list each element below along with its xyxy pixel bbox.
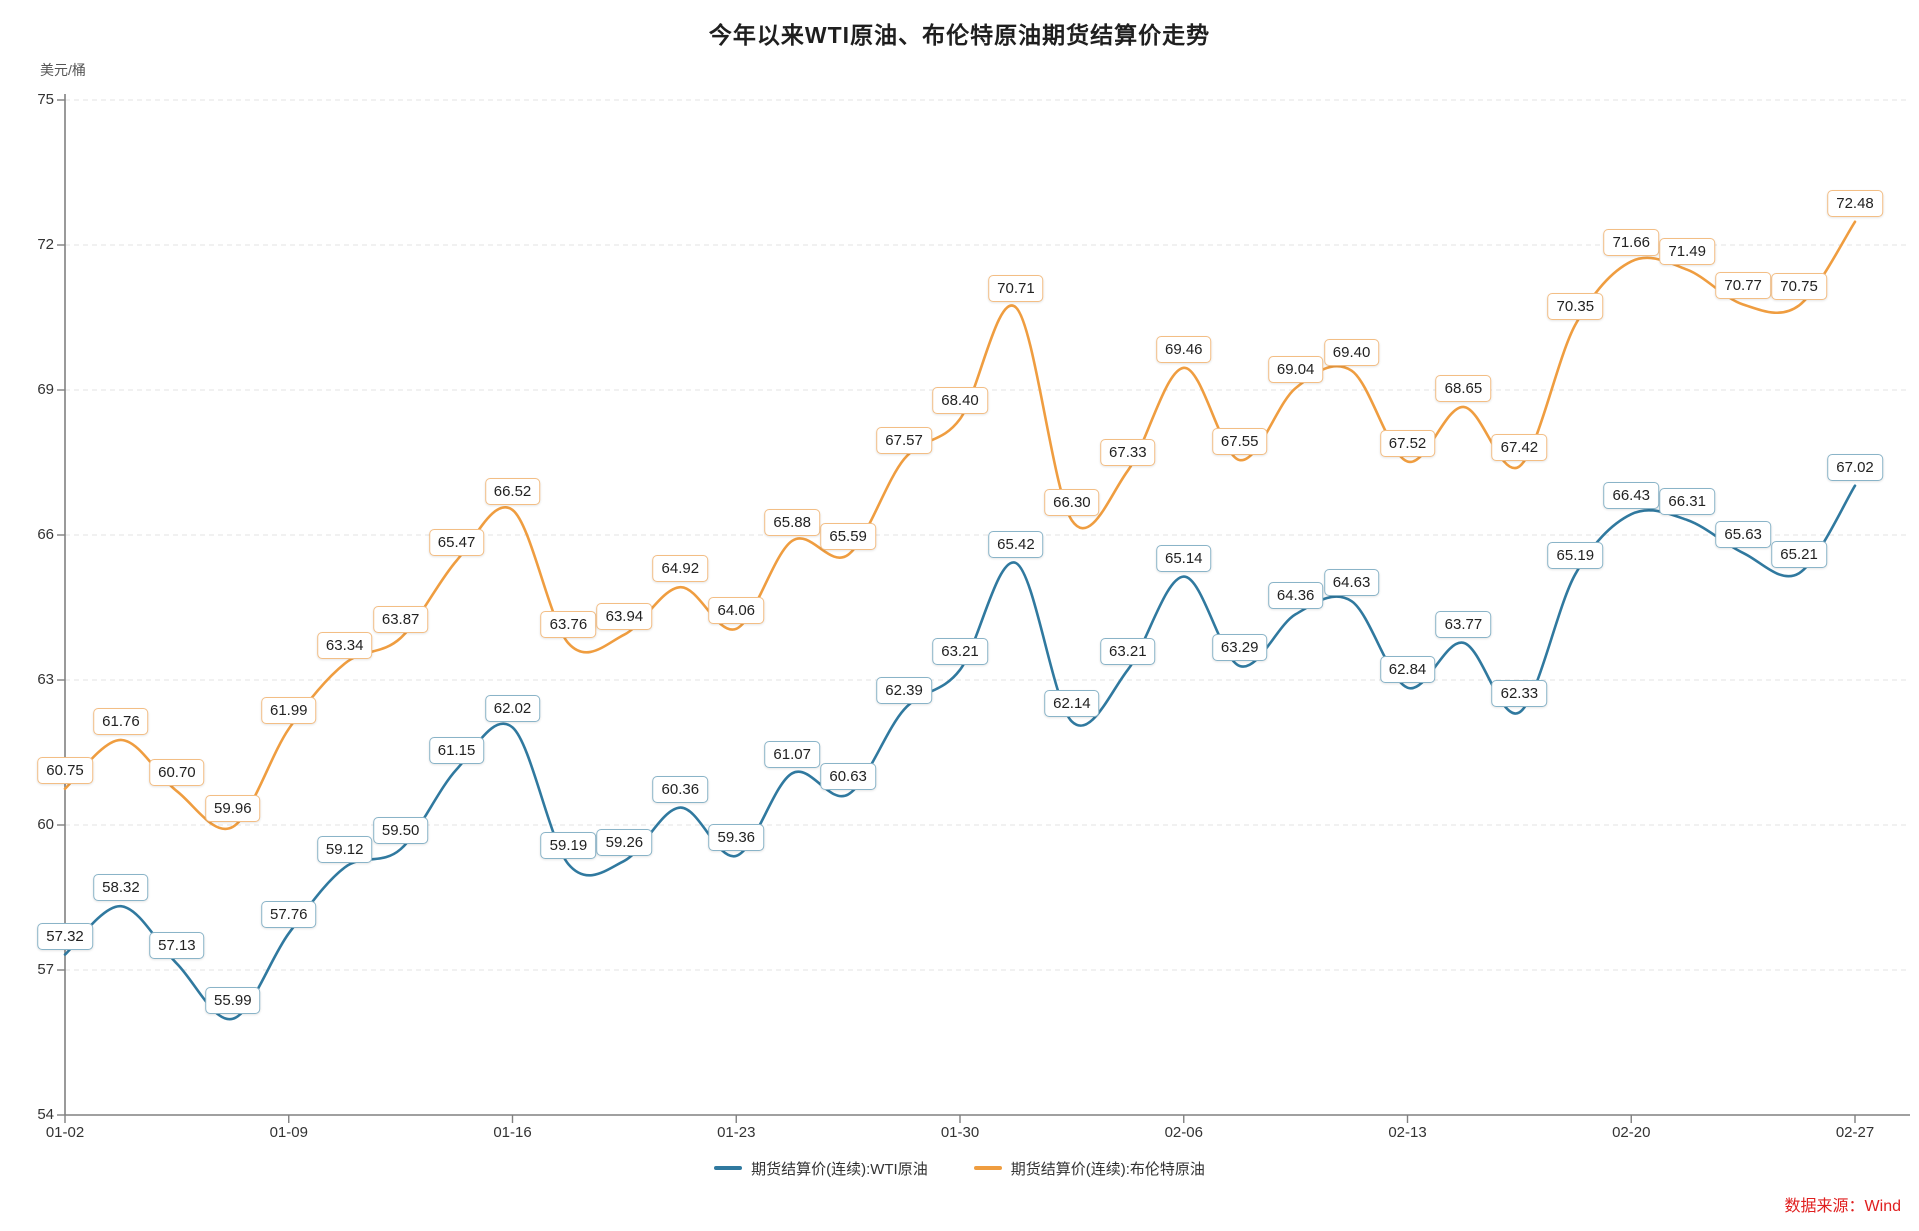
value-label-wti: 59.26 <box>596 828 653 856</box>
value-label-wti: 58.32 <box>93 874 149 902</box>
x-axis-tick-label: 01-30 <box>940 1124 980 1141</box>
legend-item-wti: 期货结算价(连续):WTI原油 <box>714 1158 928 1179</box>
value-label-wti: 59.36 <box>708 823 765 851</box>
value-label-brent: 69.40 <box>1323 338 1380 366</box>
value-label-brent: 67.33 <box>1100 438 1156 466</box>
value-label-wti: 64.36 <box>1267 582 1324 610</box>
value-label-wti: 65.63 <box>1715 520 1771 548</box>
value-label-wti: 57.76 <box>260 901 317 929</box>
value-label-wti: 60.36 <box>652 775 709 803</box>
y-axis-tick-label: 60 <box>37 816 54 833</box>
value-label-brent: 65.59 <box>820 522 876 550</box>
value-label-brent: 63.34 <box>316 631 373 659</box>
value-label-wti: 57.13 <box>149 931 205 959</box>
value-label-brent: 61.99 <box>260 696 317 724</box>
x-axis-tick-label: 01-16 <box>493 1124 532 1141</box>
y-axis-tick-label: 75 <box>37 91 54 108</box>
value-label-wti: 65.14 <box>1155 544 1212 572</box>
brent-line-swatch <box>973 1166 1002 1170</box>
x-axis-tick-label: 01-09 <box>269 1124 308 1141</box>
value-label-brent: 67.55 <box>1211 428 1268 456</box>
value-label-wti: 65.19 <box>1547 542 1604 570</box>
value-label-wti: 63.21 <box>932 637 988 665</box>
value-label-brent: 70.75 <box>1771 273 1827 301</box>
y-axis-tick-label: 69 <box>37 381 54 398</box>
value-label-brent: 60.70 <box>149 759 205 787</box>
value-label-wti: 62.33 <box>1491 680 1548 708</box>
data-source: 数据来源：Wind <box>1784 1198 1901 1215</box>
value-label-brent: 68.65 <box>1435 374 1492 402</box>
y-axis-tick-label: 66 <box>37 526 54 543</box>
value-label-wti: 64.63 <box>1323 569 1380 597</box>
legend-label-wti: 期货结算价(连续):WTI原油 <box>751 1160 928 1178</box>
value-label-brent: 65.47 <box>428 528 485 556</box>
value-label-wti: 66.31 <box>1659 488 1715 516</box>
value-label-wti: 55.99 <box>205 986 261 1014</box>
value-label-brent: 64.06 <box>708 596 765 624</box>
value-label-wti: 59.50 <box>372 817 429 845</box>
value-label-brent: 69.46 <box>1155 335 1212 363</box>
value-label-wti: 66.43 <box>1603 482 1660 510</box>
value-label-wti: 65.21 <box>1771 541 1827 569</box>
value-label-brent: 63.87 <box>372 605 429 633</box>
value-label-wti: 63.77 <box>1435 610 1492 638</box>
value-label-wti: 62.39 <box>876 677 932 705</box>
legend-label-brent: 期货结算价(连续):布伦特原油 <box>1010 1160 1205 1178</box>
value-label-brent: 63.76 <box>540 611 597 639</box>
value-label-brent: 69.04 <box>1267 356 1324 384</box>
x-axis-tick-label: 02-27 <box>1835 1124 1875 1141</box>
value-label-wti: 61.15 <box>428 737 485 765</box>
value-label-brent: 65.88 <box>764 508 820 536</box>
value-label-brent: 64.92 <box>652 555 709 583</box>
value-label-wti: 62.02 <box>484 695 541 723</box>
value-label-brent: 66.52 <box>484 477 541 505</box>
x-axis-tick-label: 01-02 <box>45 1124 85 1141</box>
legend-item-brent: 期货结算价(连续):布伦特原油 <box>973 1158 1205 1179</box>
value-label-brent: 71.49 <box>1659 237 1715 265</box>
y-axis-unit-label: 美元/桶 <box>40 62 86 78</box>
value-label-brent: 70.71 <box>988 275 1044 303</box>
value-label-brent: 67.57 <box>876 427 932 455</box>
value-label-brent: 66.30 <box>1044 488 1100 516</box>
value-label-brent: 67.42 <box>1491 434 1548 462</box>
value-label-brent: 60.75 <box>37 756 93 784</box>
value-label-wti: 57.32 <box>37 922 93 950</box>
value-label-brent: 71.66 <box>1603 229 1660 257</box>
y-axis-tick-label: 54 <box>37 1106 54 1123</box>
y-axis-tick-label: 57 <box>37 961 54 978</box>
value-label-brent: 59.96 <box>205 794 261 822</box>
wti-line-swatch <box>714 1166 743 1170</box>
x-axis-tick-label: 02-06 <box>1164 1124 1203 1141</box>
chart-title: 今年以来WTI原油、布伦特原油期货结算价走势 <box>708 22 1211 48</box>
value-label-wti: 59.12 <box>316 835 373 863</box>
value-label-brent: 67.52 <box>1379 429 1436 457</box>
value-label-wti: 63.21 <box>1100 637 1156 665</box>
y-axis-tick-label: 63 <box>37 671 54 688</box>
value-label-brent: 72.48 <box>1827 189 1883 217</box>
value-label-wti: 62.84 <box>1379 655 1436 683</box>
value-label-wti: 62.14 <box>1044 689 1100 717</box>
value-label-wti: 63.29 <box>1211 633 1268 661</box>
value-label-brent: 63.94 <box>596 602 653 630</box>
x-axis-tick-label: 02-20 <box>1612 1124 1651 1141</box>
value-label-brent: 68.40 <box>932 387 988 414</box>
value-label-wti: 60.63 <box>820 762 876 790</box>
value-label-wti: 67.02 <box>1827 453 1883 481</box>
y-axis-tick-label: 72 <box>37 236 54 253</box>
value-label-wti: 59.19 <box>540 832 597 860</box>
value-label-wti: 65.42 <box>988 531 1044 559</box>
value-label-brent: 61.76 <box>93 707 149 735</box>
x-axis-tick-label: 01-23 <box>717 1124 756 1141</box>
value-label-brent: 70.35 <box>1547 292 1604 320</box>
value-label-brent: 70.77 <box>1715 272 1771 300</box>
value-label-wti: 61.07 <box>764 741 820 769</box>
legend: 期货结算价(连续):WTI原油 期货结算价(连续):布伦特原油 <box>0 1155 1919 1181</box>
x-axis-tick-label: 02-13 <box>1388 1124 1427 1141</box>
